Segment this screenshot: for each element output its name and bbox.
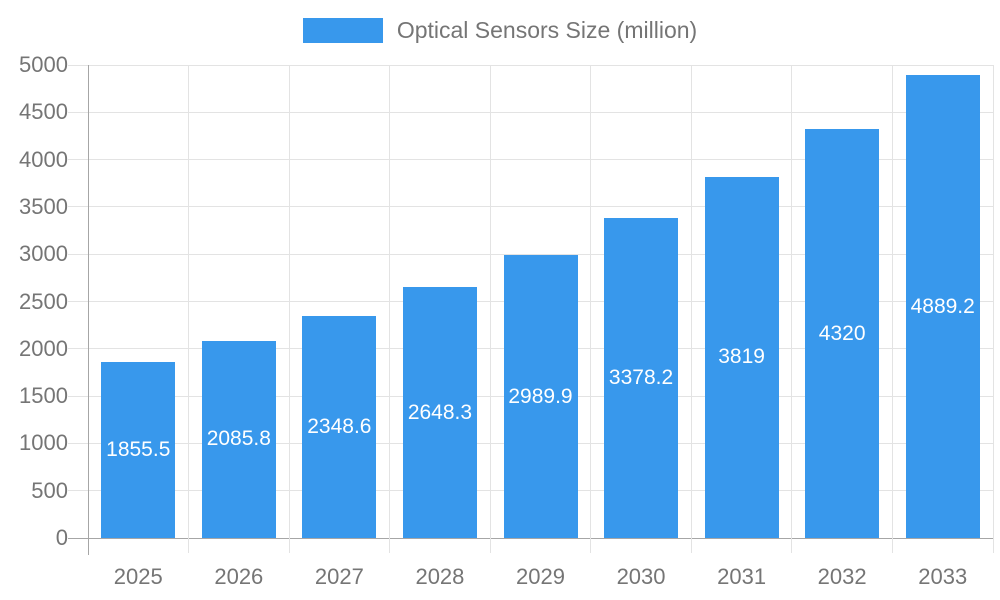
x-axis-label: 2025 bbox=[113, 564, 163, 589]
y-axis-label: 1000 bbox=[19, 430, 68, 456]
gridline-vertical bbox=[188, 65, 190, 553]
x-axis-label: 2029 bbox=[516, 564, 565, 589]
bar-value-label: 2989.9 bbox=[508, 384, 573, 408]
bar-value-label: 4320 bbox=[818, 321, 866, 345]
legend-swatch bbox=[302, 18, 383, 43]
x-axis-label: 2032 bbox=[817, 564, 867, 589]
x-axis-label: 2028 bbox=[415, 564, 465, 589]
bar-value-label: 2648.3 bbox=[407, 400, 473, 424]
x-axis-label: 2033 bbox=[918, 564, 968, 589]
bar: 2085.8 bbox=[201, 340, 276, 538]
bar: 4320 bbox=[805, 129, 880, 538]
bar: 4889.2 bbox=[905, 75, 980, 538]
plot-area: 0 500 1000 1500 2000 2500 3000 3500 4000 4500 5000… bbox=[19, 52, 994, 589]
legend-label: Optical Sensors Size (million) bbox=[396, 17, 698, 43]
gridline-vertical bbox=[992, 65, 994, 553]
x-axis-label: 2026 bbox=[214, 564, 264, 589]
y-axis-label: 4000 bbox=[19, 146, 68, 172]
gridline-vertical bbox=[489, 65, 491, 553]
x-axis-baseline bbox=[68, 537, 993, 539]
gridline-vertical bbox=[389, 65, 391, 553]
gridline-horizontal bbox=[68, 159, 993, 161]
bar: 3819 bbox=[704, 176, 779, 538]
y-axis-label: 5000 bbox=[19, 52, 68, 77]
y-axis-label: 3000 bbox=[19, 241, 68, 267]
bar: 1855.5 bbox=[101, 362, 176, 538]
bar-value-label: 2348.6 bbox=[307, 414, 372, 438]
gridline-horizontal bbox=[68, 64, 993, 66]
y-axis-label: 2500 bbox=[19, 288, 68, 314]
gridline-horizontal bbox=[68, 111, 993, 113]
x-axis-label: 2030 bbox=[616, 564, 666, 589]
y-axis-line bbox=[88, 65, 89, 555]
bar: 3378.2 bbox=[604, 218, 679, 538]
x-axis-label: 2027 bbox=[314, 564, 364, 589]
x-axis-label: 2031 bbox=[717, 564, 767, 589]
gridline-vertical bbox=[288, 65, 290, 553]
gridline-vertical bbox=[690, 65, 692, 553]
bar-value-label: 3378.2 bbox=[608, 366, 674, 390]
gridline-vertical bbox=[891, 65, 893, 553]
y-axis-label: 500 bbox=[31, 477, 68, 503]
gridline-vertical bbox=[791, 65, 793, 553]
bar: 2648.3 bbox=[402, 287, 477, 538]
y-axis-label: 3500 bbox=[19, 193, 68, 219]
y-axis-label: 4500 bbox=[19, 99, 68, 125]
bar-value-label: 3819 bbox=[718, 345, 765, 369]
legend: Optical Sensors Size (million) bbox=[0, 18, 1000, 43]
y-axis-label: 0 bbox=[55, 525, 68, 550]
bar: 2989.9 bbox=[503, 255, 578, 538]
bar-value-label: 2085.8 bbox=[206, 427, 271, 451]
y-axis-label: 1500 bbox=[19, 383, 68, 409]
bar-value-label: 4889.2 bbox=[910, 294, 975, 318]
bar: 2348.6 bbox=[302, 315, 377, 538]
gridline-vertical bbox=[590, 65, 592, 553]
gridline-horizontal bbox=[68, 253, 993, 255]
gridline-horizontal bbox=[68, 206, 993, 208]
bar-value-label: 1855.5 bbox=[106, 438, 171, 462]
y-axis-label: 2000 bbox=[19, 335, 68, 361]
